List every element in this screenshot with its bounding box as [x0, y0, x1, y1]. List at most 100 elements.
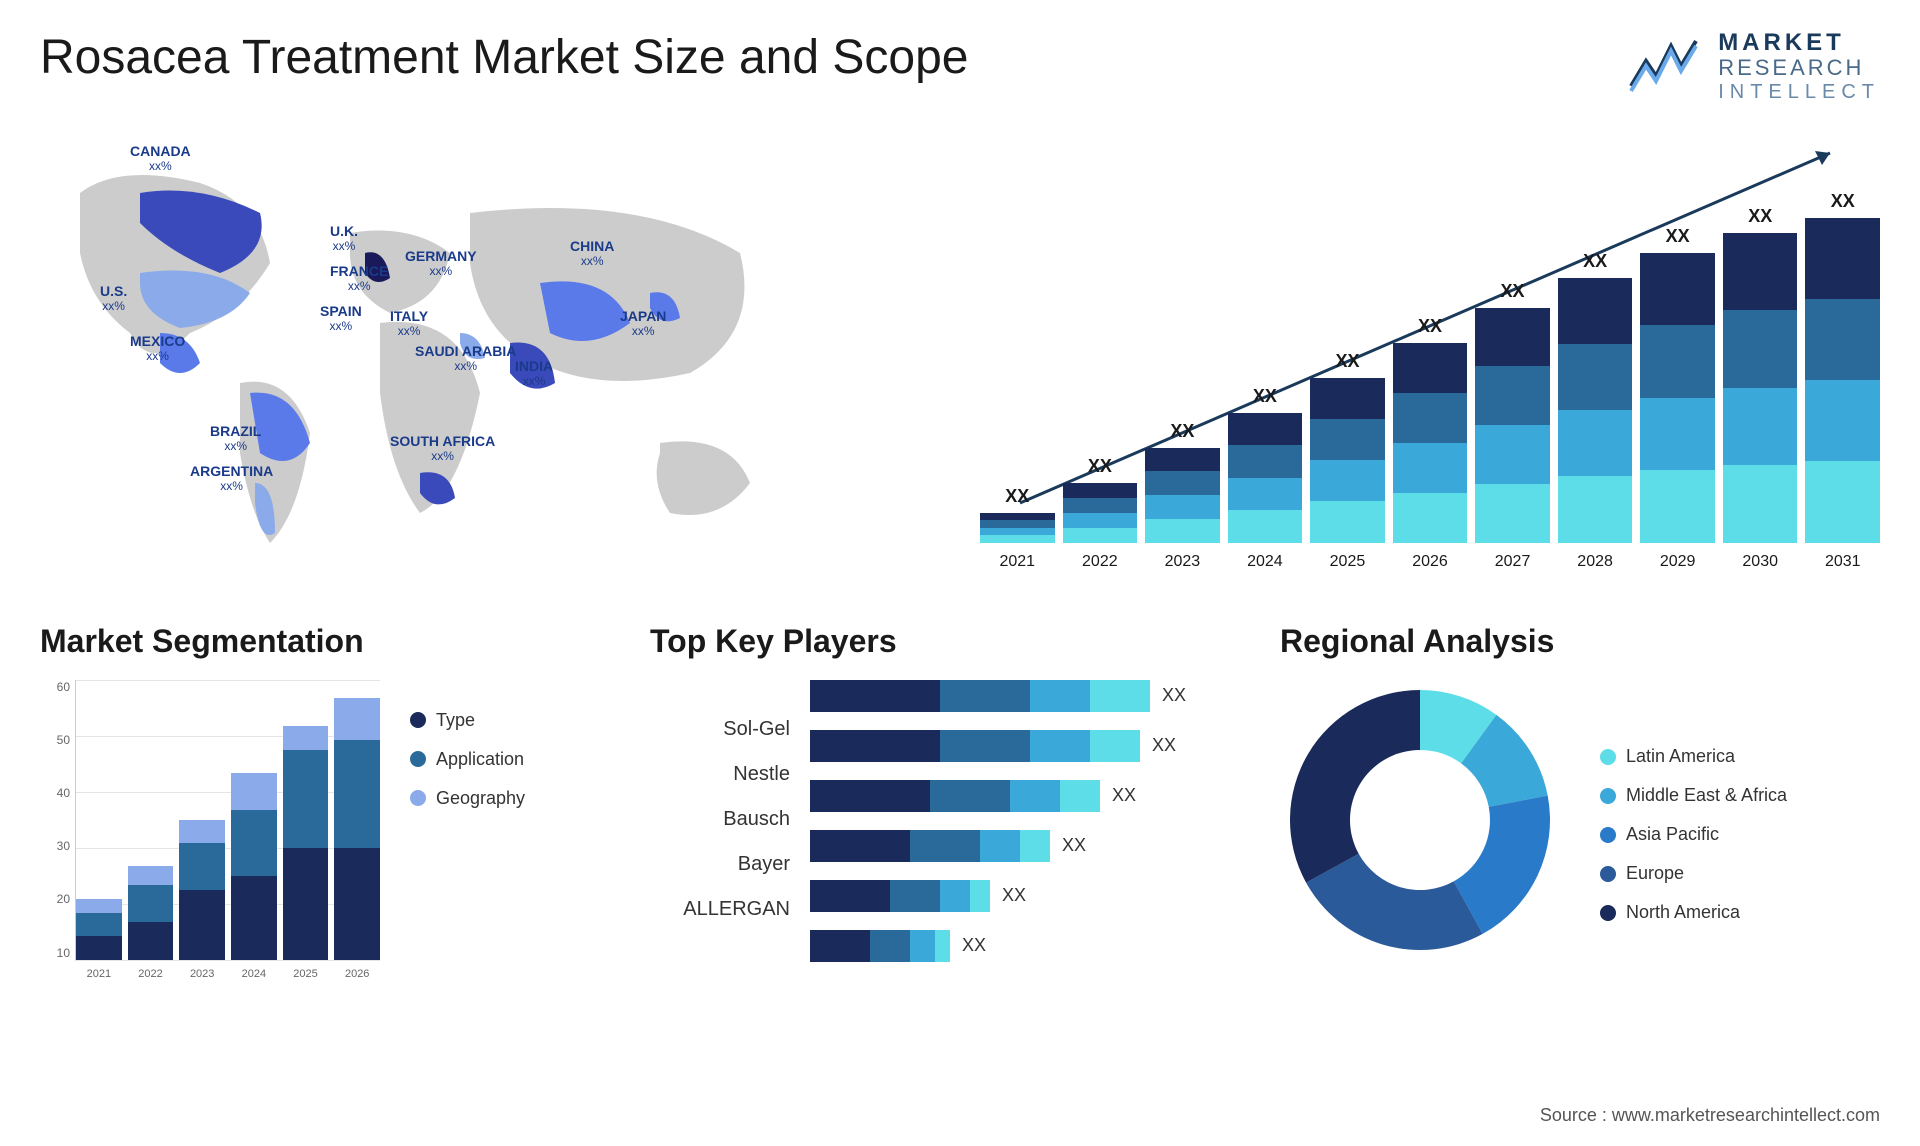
growth-bar-2021: XX2021: [980, 486, 1055, 543]
seg-legend-type: Type: [410, 710, 525, 731]
growth-bar-2030: XX2030: [1723, 206, 1798, 543]
region-legend-latin-america: Latin America: [1600, 746, 1787, 767]
seg-year: 2022: [128, 968, 174, 980]
regional-title: Regional Analysis: [1280, 623, 1880, 660]
region-legend-north-america: North America: [1600, 902, 1787, 923]
logo: MARKET RESEARCH INTELLECT: [1626, 30, 1880, 103]
seg-ytick: 60: [40, 680, 70, 694]
map-label-canada: CANADAxx%: [130, 143, 191, 174]
seg-bar-2024: 2024: [231, 773, 277, 960]
growth-year: 2030: [1742, 553, 1778, 571]
players-bars: XX XX XX XX XX XX: [810, 680, 1230, 962]
player-value: XX: [1162, 685, 1186, 706]
seg-year: 2021: [76, 968, 122, 980]
seg-ytick: 40: [40, 786, 70, 800]
growth-year: 2023: [1165, 553, 1201, 571]
player-value: XX: [1112, 785, 1136, 806]
growth-bar-2023: XX2023: [1145, 421, 1220, 543]
seg-year: 2024: [231, 968, 277, 980]
player-value: XX: [962, 935, 986, 956]
players-title: Top Key Players: [650, 623, 1230, 660]
seg-bar-2022: 2022: [128, 866, 174, 959]
growth-bar-2028: XX2028: [1558, 251, 1633, 543]
growth-value: XX: [1583, 251, 1607, 272]
region-legend-middle-east---africa: Middle East & Africa: [1600, 785, 1787, 806]
map-label-us: U.S.xx%: [100, 283, 127, 314]
growth-value: XX: [1170, 421, 1194, 442]
map-label-brazil: BRAZILxx%: [210, 423, 261, 454]
player-label: Bausch: [723, 808, 790, 831]
map-label-southafrica: SOUTH AFRICAxx%: [390, 433, 495, 464]
player-label: Bayer: [738, 853, 790, 876]
region-legend-europe: Europe: [1600, 863, 1787, 884]
growth-year: 2029: [1660, 553, 1696, 571]
player-row-3: XX: [810, 830, 1230, 862]
growth-year: 2027: [1495, 553, 1531, 571]
seg-bar-2021: 2021: [76, 899, 122, 960]
players-labels: Sol-Gel Nestle Bausch Bayer ALLERGAN: [650, 680, 790, 962]
growth-value: XX: [1253, 386, 1277, 407]
growth-value: XX: [1005, 486, 1029, 507]
growth-year: 2028: [1577, 553, 1613, 571]
map-label-china: CHINAxx%: [570, 238, 614, 269]
logo-icon: [1626, 36, 1706, 96]
map-label-india: INDIAxx%: [515, 358, 553, 389]
map-label-italy: ITALYxx%: [390, 308, 428, 339]
seg-ytick: 20: [40, 892, 70, 906]
growth-year: 2022: [1082, 553, 1118, 571]
growth-value: XX: [1418, 316, 1442, 337]
growth-value: XX: [1748, 206, 1772, 227]
growth-value: XX: [1666, 226, 1690, 247]
map-label-germany: GERMANYxx%: [405, 248, 477, 279]
player-label: Sol-Gel: [723, 718, 790, 741]
growth-year: 2021: [999, 553, 1035, 571]
seg-ytick: 50: [40, 733, 70, 747]
player-label: Nestle: [733, 763, 790, 786]
growth-bar-2031: XX2031: [1805, 191, 1880, 543]
growth-value: XX: [1088, 456, 1112, 477]
growth-value: XX: [1335, 351, 1359, 372]
growth-year: 2031: [1825, 553, 1861, 571]
source-text: Source : www.marketresearchintellect.com: [1540, 1105, 1880, 1126]
map-label-argentina: ARGENTINAxx%: [190, 463, 273, 494]
growth-chart: XX2021XX2022XX2023XX2024XX2025XX2026XX20…: [980, 133, 1880, 573]
seg-legend-geography: Geography: [410, 788, 525, 809]
seg-bar-2026: 2026: [334, 698, 380, 959]
seg-bar-2023: 2023: [179, 820, 225, 960]
region-legend-asia-pacific: Asia Pacific: [1600, 824, 1787, 845]
segmentation-title: Market Segmentation: [40, 623, 600, 660]
seg-ytick: 30: [40, 839, 70, 853]
map-label-spain: SPAINxx%: [320, 303, 362, 334]
growth-bar-2027: XX2027: [1475, 281, 1550, 543]
player-row-4: XX: [810, 880, 1230, 912]
player-value: XX: [1062, 835, 1086, 856]
seg-year: 2023: [179, 968, 225, 980]
growth-bar-2029: XX2029: [1640, 226, 1715, 543]
player-label: ALLERGAN: [683, 898, 790, 921]
player-row-0: XX: [810, 680, 1230, 712]
map-label-uk: U.K.xx%: [330, 223, 358, 254]
seg-year: 2026: [334, 968, 380, 980]
map-label-mexico: MEXICOxx%: [130, 333, 185, 364]
logo-line3: INTELLECT: [1718, 81, 1880, 103]
seg-ytick: 10: [40, 946, 70, 960]
segmentation-legend: TypeApplicationGeography: [410, 680, 525, 980]
regional-panel: Regional Analysis Latin America Middle Ea…: [1280, 623, 1880, 980]
page-title: Rosacea Treatment Market Size and Scope: [40, 30, 968, 85]
players-panel: Top Key Players Sol-Gel Nestle Bausch Bayer…: [650, 623, 1230, 980]
growth-year: 2024: [1247, 553, 1283, 571]
map-label-france: FRANCExx%: [330, 263, 388, 294]
player-value: XX: [1152, 735, 1176, 756]
player-row-5: XX: [810, 930, 1230, 962]
segmentation-panel: Market Segmentation 605040302010 2021202…: [40, 623, 600, 980]
map-label-saudiarabia: SAUDI ARABIAxx%: [415, 343, 516, 374]
map-label-japan: JAPANxx%: [620, 308, 666, 339]
growth-bar-2022: XX2022: [1063, 456, 1138, 543]
logo-line1: MARKET: [1718, 30, 1880, 56]
player-value: XX: [1002, 885, 1026, 906]
growth-year: 2025: [1330, 553, 1366, 571]
segmentation-chart: 605040302010 202120222023202420252026: [40, 680, 380, 980]
player-row-2: XX: [810, 780, 1230, 812]
growth-bar-2026: XX2026: [1393, 316, 1468, 543]
growth-bar-2025: XX2025: [1310, 351, 1385, 543]
